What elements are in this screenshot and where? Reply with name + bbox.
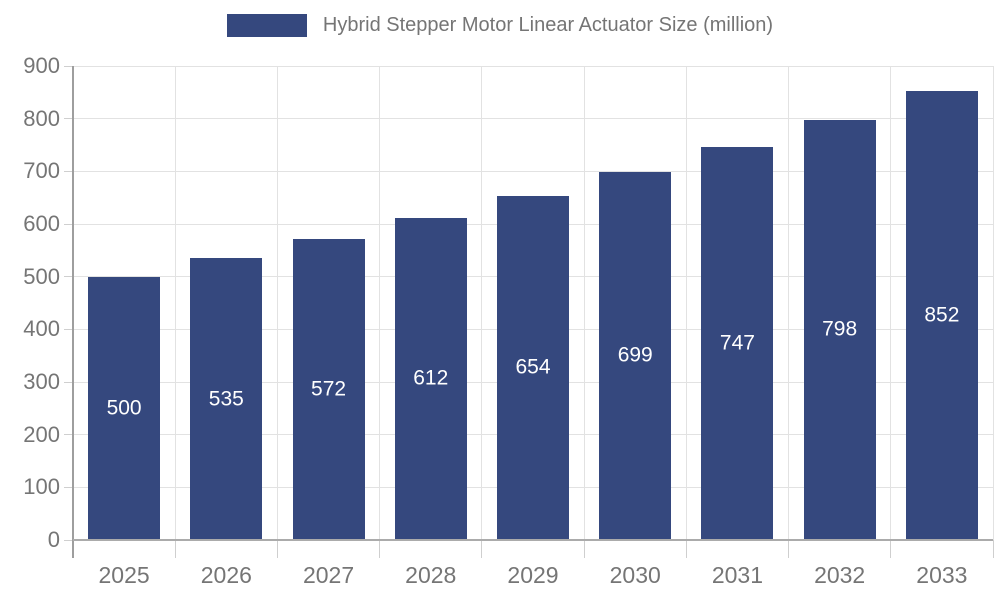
- y-axis-tick: [64, 65, 73, 67]
- x-tick-label: 2033: [916, 562, 968, 588]
- gridline-vertical: [481, 66, 483, 540]
- gridline-horizontal: [73, 118, 993, 120]
- y-axis-tick: [64, 328, 73, 330]
- gridline-vertical: [379, 66, 381, 540]
- bar-value-label: 572: [311, 377, 347, 401]
- bar: 572: [292, 238, 365, 539]
- y-axis-line: [72, 66, 74, 558]
- bar-value-label: 535: [208, 387, 244, 411]
- y-axis-tick: [64, 434, 73, 436]
- y-axis-tick: [64, 381, 73, 383]
- x-tick-label: 2031: [711, 562, 764, 588]
- chart-legend: Hybrid Stepper Motor Linear Actuator Siz…: [0, 14, 1000, 37]
- bar-value-label: 612: [413, 366, 449, 390]
- x-tick-label: 2029: [507, 562, 559, 588]
- y-tick-label: 700: [23, 158, 60, 184]
- gridline-vertical: [583, 66, 585, 540]
- bar-value-label: 747: [719, 331, 755, 355]
- x-axis-tick: [890, 540, 892, 558]
- y-axis-tick: [64, 539, 73, 541]
- x-axis-tick: [788, 540, 790, 558]
- bar: 747: [701, 146, 774, 539]
- y-tick-label: 900: [23, 53, 60, 78]
- x-tick-label: 2025: [98, 562, 150, 588]
- y-tick-label: 600: [23, 211, 60, 236]
- x-axis-tick: [583, 540, 585, 558]
- y-tick-label: 800: [23, 105, 60, 131]
- x-tick-label: 2026: [200, 562, 252, 588]
- bar: 798: [803, 119, 876, 539]
- legend-series-label: Hybrid Stepper Motor Linear Actuator Siz…: [322, 14, 774, 36]
- bar-value-label: 852: [924, 303, 960, 327]
- bar-value-label: 500: [106, 396, 142, 420]
- bar: 612: [394, 217, 467, 539]
- x-axis-tick: [379, 540, 381, 558]
- bar: 500: [88, 276, 161, 539]
- gridline-vertical: [174, 66, 176, 540]
- y-axis-tick: [64, 170, 73, 172]
- y-tick-label: 0: [47, 527, 60, 552]
- bar: 852: [905, 91, 978, 539]
- gridline-vertical: [992, 66, 994, 540]
- gridline-vertical: [890, 66, 892, 540]
- x-tick-label: 2027: [302, 562, 355, 588]
- y-tick-label: 200: [23, 421, 60, 447]
- x-axis-tick: [685, 540, 687, 558]
- x-axis-tick: [174, 540, 176, 558]
- gridline-vertical: [276, 66, 278, 540]
- gridline-horizontal: [73, 170, 993, 172]
- y-tick-label: 100: [23, 474, 60, 500]
- bar-value-label: 699: [617, 343, 653, 367]
- bar: 654: [497, 195, 569, 539]
- y-axis-tick: [64, 118, 73, 120]
- x-tick-label: 2030: [609, 562, 661, 588]
- gridline-horizontal: [73, 65, 993, 67]
- x-tick-label: 2028: [405, 562, 457, 588]
- y-tick-label: 300: [23, 369, 60, 394]
- bar: 699: [599, 171, 672, 539]
- x-axis-tick: [992, 540, 994, 558]
- x-axis-tick: [481, 540, 483, 558]
- bar: 535: [190, 258, 263, 539]
- bar-value-label: 654: [515, 355, 551, 379]
- y-tick-label: 400: [23, 316, 60, 342]
- gridline-vertical: [685, 66, 687, 540]
- x-tick-label: 2032: [814, 562, 866, 588]
- x-axis-line: [73, 539, 993, 541]
- y-tick-label: 500: [23, 263, 60, 289]
- legend-swatch-icon: [226, 14, 307, 37]
- y-axis-tick: [64, 223, 73, 225]
- gridline-vertical: [788, 66, 790, 540]
- y-axis-tick: [64, 276, 73, 278]
- x-axis-tick: [276, 540, 278, 558]
- bar-value-label: 798: [822, 317, 858, 341]
- y-axis-tick: [64, 486, 73, 488]
